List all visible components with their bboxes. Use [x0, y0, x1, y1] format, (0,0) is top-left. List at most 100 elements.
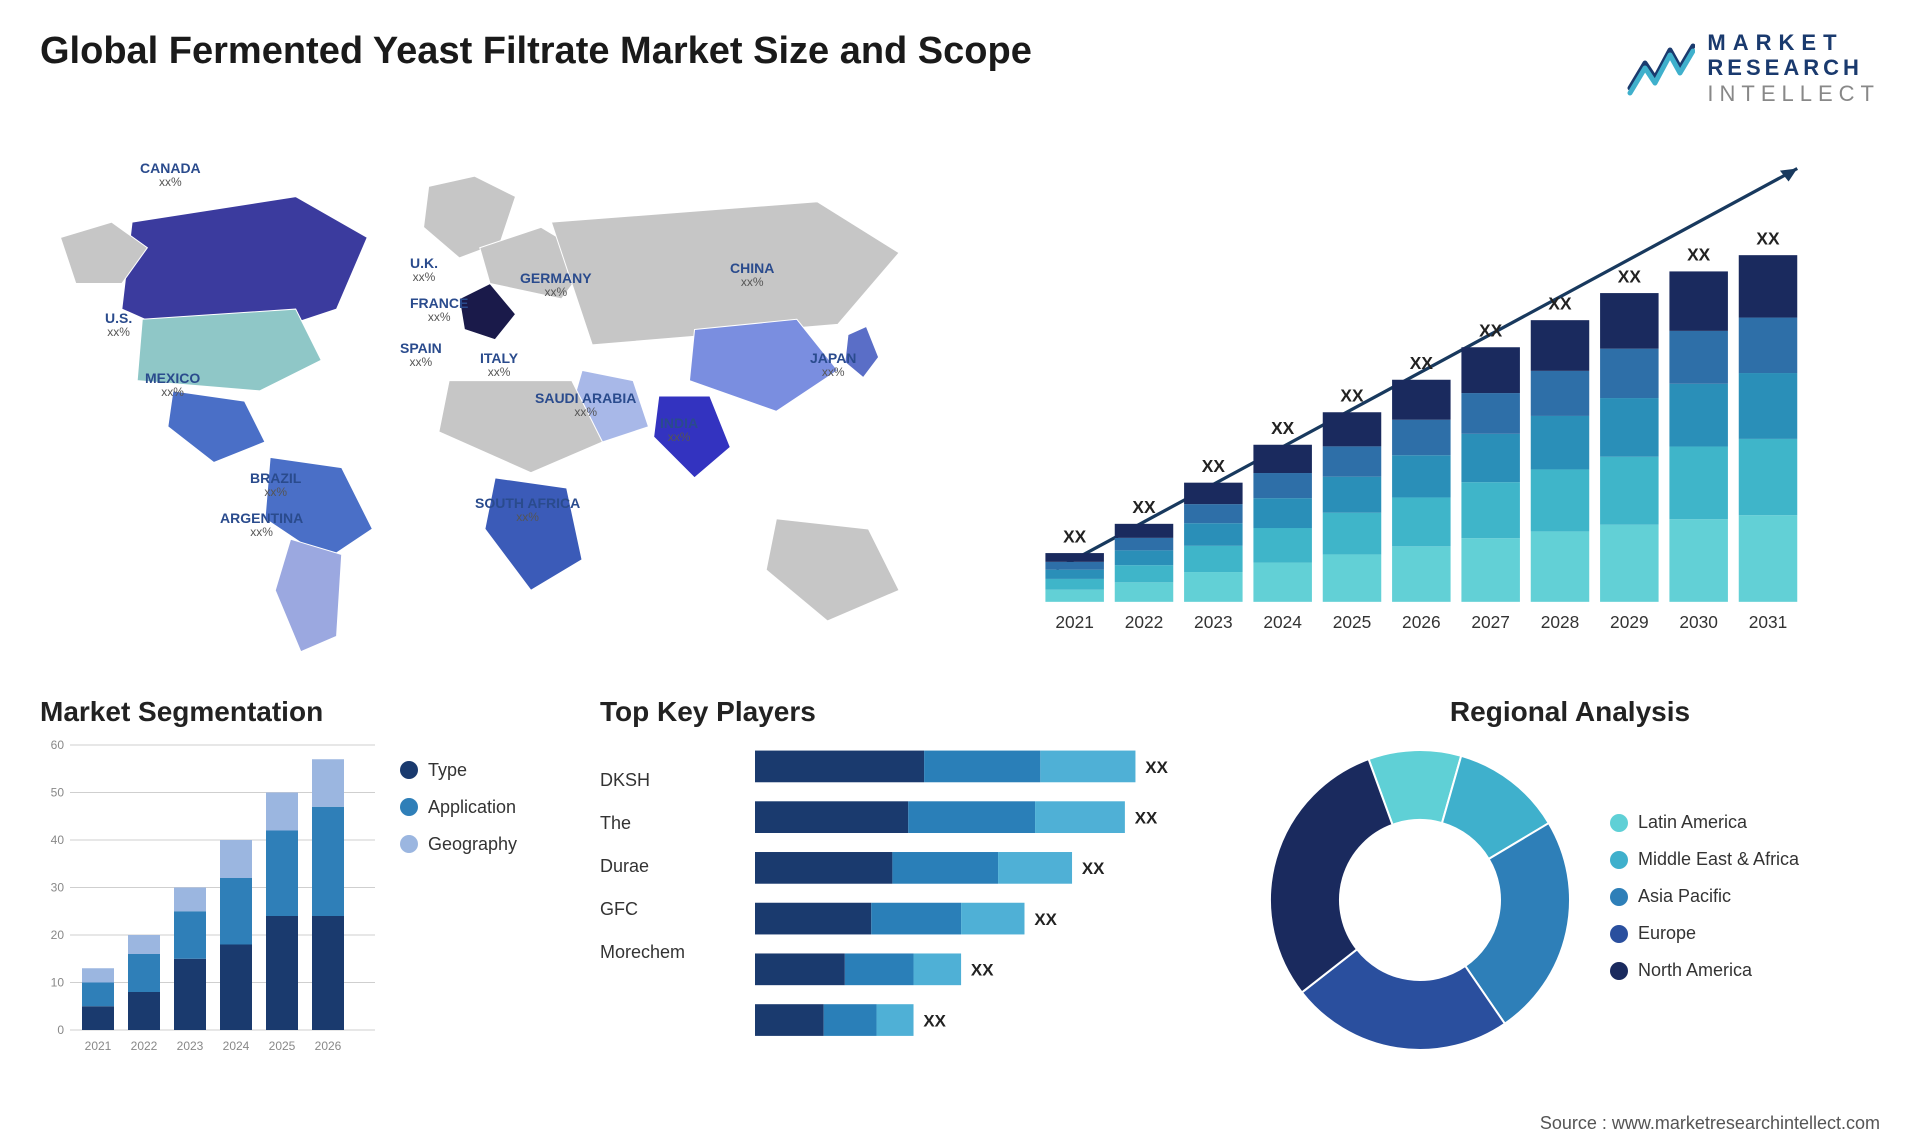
segmentation-title: Market Segmentation	[40, 696, 560, 728]
regional-legend-item: Latin America	[1610, 812, 1880, 833]
growth-bar-value: XX	[1340, 385, 1364, 405]
growth-bar-value: XX	[1271, 418, 1295, 438]
players-bar-seg	[892, 852, 998, 884]
legend-swatch	[400, 835, 418, 853]
growth-bar-seg	[1253, 528, 1312, 563]
growth-bar-year: 2025	[1333, 612, 1372, 632]
growth-bar-seg	[1045, 570, 1104, 579]
growth-bar-seg	[1323, 554, 1382, 601]
growth-bar-seg	[1739, 439, 1798, 515]
map-label-spain: SPAINxx%	[400, 341, 442, 370]
growth-chart-panel: XX2021XX2022XX2023XX2024XX2025XX2026XX20…	[980, 136, 1880, 656]
map-label-france: FRANCExx%	[410, 296, 468, 325]
map-label-germany: GERMANYxx%	[520, 271, 592, 300]
logo-line2: RESEARCH	[1707, 55, 1880, 80]
legend-label: Latin America	[1638, 812, 1747, 833]
growth-chart: XX2021XX2022XX2023XX2024XX2025XX2026XX20…	[980, 136, 1880, 656]
players-bar-seg	[755, 750, 924, 782]
legend-label: Europe	[1638, 923, 1696, 944]
growth-bar-seg	[1184, 572, 1243, 602]
growth-bar-seg	[1323, 412, 1382, 446]
regional-title: Regional Analysis	[1260, 696, 1880, 728]
growth-bar-seg	[1461, 347, 1520, 393]
map-label-us: U.S.xx%	[105, 311, 132, 340]
logo-line3: INTELLECT	[1707, 81, 1880, 106]
growth-bar-year: 2021	[1055, 612, 1094, 632]
growth-bar-value: XX	[1479, 320, 1503, 340]
players-bar-seg	[908, 801, 1035, 833]
legend-label: Geography	[428, 834, 517, 855]
growth-bar-seg	[1461, 482, 1520, 538]
growth-bar-seg	[1531, 531, 1590, 601]
map-label-china: CHINAxx%	[730, 261, 774, 290]
growth-bar-seg	[1600, 349, 1659, 398]
growth-bar-seg	[1392, 546, 1451, 602]
seg-xtick: 2021	[85, 1039, 112, 1053]
players-bar-seg	[1040, 750, 1135, 782]
growth-bar-seg	[1253, 498, 1312, 528]
growth-bar-seg	[1531, 416, 1590, 470]
players-bar-seg	[877, 1004, 914, 1036]
growth-bar-seg	[1392, 380, 1451, 420]
players-bar-seg	[755, 1004, 824, 1036]
growth-bar-seg	[1600, 398, 1659, 457]
logo-icon	[1625, 38, 1695, 98]
seg-xtick: 2022	[131, 1039, 158, 1053]
growth-bar-seg	[1669, 446, 1728, 519]
players-bar-seg	[755, 801, 908, 833]
players-bar-value: XX	[1135, 808, 1158, 827]
legend-swatch	[1610, 962, 1628, 980]
seg-ytick: 0	[57, 1023, 64, 1037]
growth-bar-seg	[1739, 255, 1798, 317]
seg-legend-item: Type	[400, 760, 560, 781]
seg-bar-seg	[128, 954, 160, 992]
map-label-saudiarabia: SAUDI ARABIAxx%	[535, 391, 636, 420]
players-bar-seg	[998, 852, 1072, 884]
growth-bar-year: 2024	[1263, 612, 1302, 632]
growth-bar-seg	[1115, 582, 1174, 602]
players-bar-value: XX	[1034, 910, 1057, 929]
players-bar-seg	[755, 852, 892, 884]
map-label-brazil: BRAZILxx%	[250, 471, 301, 500]
growth-bar-seg	[1669, 271, 1728, 330]
growth-bar-seg	[1323, 513, 1382, 555]
legend-label: Middle East & Africa	[1638, 849, 1799, 870]
segmentation-panel: Market Segmentation 01020304050602021202…	[40, 696, 560, 1116]
growth-bar-seg	[1739, 317, 1798, 372]
growth-bar-seg	[1184, 523, 1243, 546]
seg-bar-seg	[82, 982, 114, 1006]
seg-legend-item: Geography	[400, 834, 560, 855]
growth-bar-seg	[1253, 562, 1312, 601]
seg-ytick: 50	[51, 785, 65, 799]
seg-legend-item: Application	[400, 797, 560, 818]
growth-bar-seg	[1115, 538, 1174, 550]
map-label-italy: ITALYxx%	[480, 351, 518, 380]
growth-bar-value: XX	[1687, 244, 1711, 264]
logo-line1: MARKET	[1707, 30, 1880, 55]
growth-bar-seg	[1115, 524, 1174, 538]
legend-swatch	[400, 798, 418, 816]
seg-xtick: 2024	[223, 1039, 250, 1053]
players-bar-seg	[924, 750, 1040, 782]
growth-bar-year: 2031	[1749, 612, 1788, 632]
regional-legend-item: Middle East & Africa	[1610, 849, 1880, 870]
map-label-mexico: MEXICOxx%	[145, 371, 200, 400]
growth-bar-seg	[1461, 434, 1520, 482]
growth-bar-seg	[1531, 371, 1590, 416]
map-region-mexico	[168, 391, 265, 463]
growth-bar-seg	[1600, 525, 1659, 602]
map-label-uk: U.K.xx%	[410, 256, 438, 285]
growth-bar-seg	[1600, 457, 1659, 525]
growth-bar-seg	[1392, 497, 1451, 546]
source-attribution: Source : www.marketresearchintellect.com	[1540, 1113, 1880, 1134]
growth-bar-value: XX	[1063, 526, 1087, 546]
growth-bar-seg	[1184, 546, 1243, 572]
growth-bar-value: XX	[1132, 497, 1156, 517]
players-bar-seg	[1035, 801, 1125, 833]
players-bar-seg	[755, 903, 871, 935]
growth-bar-year: 2027	[1471, 612, 1510, 632]
seg-bar-seg	[128, 992, 160, 1030]
growth-bar-seg	[1115, 550, 1174, 565]
segmentation-legend: Type Application Geography	[400, 740, 560, 1060]
seg-xtick: 2023	[177, 1039, 204, 1053]
